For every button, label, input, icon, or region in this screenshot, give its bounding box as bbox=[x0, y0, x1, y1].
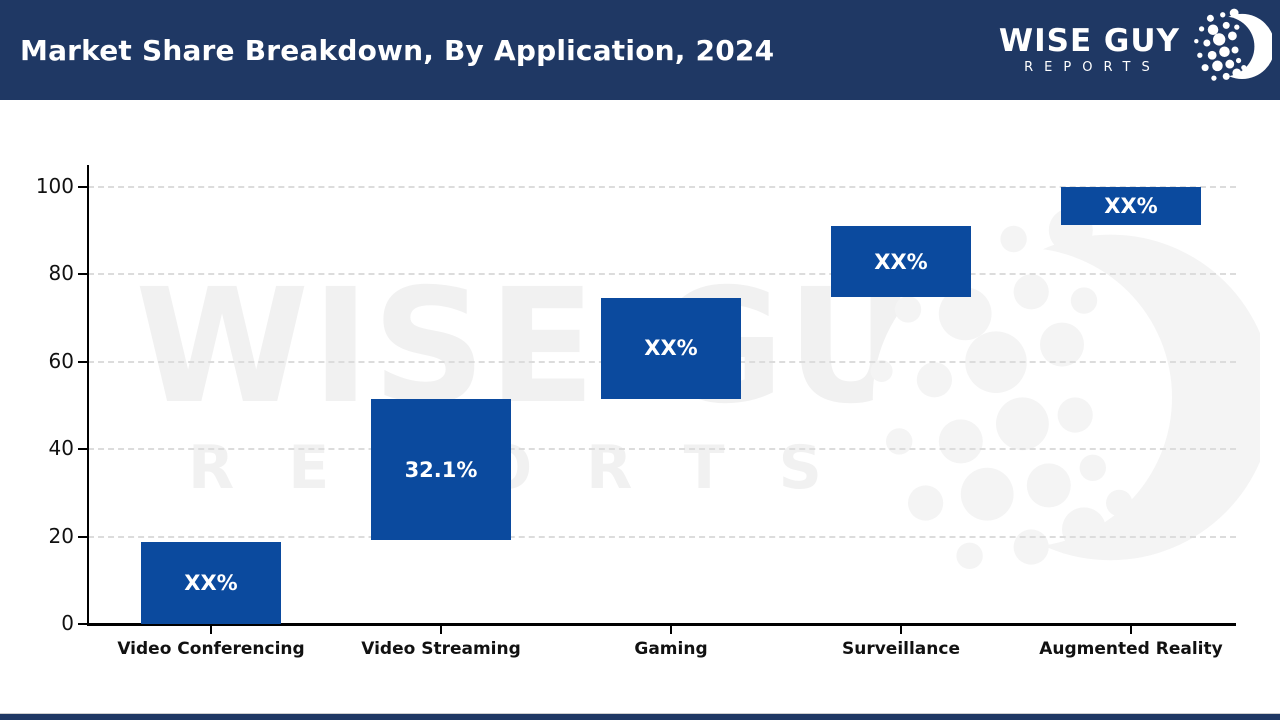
y-tick-label: 100 bbox=[35, 174, 74, 198]
x-tick-mark bbox=[900, 626, 902, 634]
y-tick-mark bbox=[78, 186, 88, 188]
y-tick-label: 40 bbox=[48, 436, 74, 461]
logo-text: WISE GUY REPORTS bbox=[998, 23, 1180, 75]
x-axis-line bbox=[87, 623, 1236, 626]
x-tick-mark bbox=[440, 626, 442, 634]
y-tick-mark bbox=[78, 273, 88, 276]
x-tick-mark bbox=[210, 626, 212, 634]
x-tick-mark bbox=[670, 626, 672, 634]
logo-head-icon bbox=[1194, 8, 1272, 81]
bar-value-label: XX% bbox=[184, 570, 238, 595]
footer-bar bbox=[0, 713, 1280, 720]
y-tick-label: 0 bbox=[61, 611, 74, 635]
bar-segment: XX% bbox=[141, 541, 281, 624]
y-tick-label: 20 bbox=[48, 523, 74, 548]
y-tick-mark bbox=[78, 535, 88, 538]
category-label: Surveillance bbox=[841, 639, 960, 659]
gridline bbox=[88, 186, 1236, 188]
bar-segment: 32.1% bbox=[371, 399, 511, 540]
bar-value-label: 32.1% bbox=[404, 457, 478, 482]
bar-value-label: XX% bbox=[644, 336, 698, 361]
logo-wordmark: WISE GUY bbox=[998, 23, 1180, 59]
watermark-head-icon bbox=[870, 208, 1260, 569]
header-bar: Market Share Breakdown, By Application, … bbox=[0, 0, 1280, 100]
bar-value-label: XX% bbox=[874, 249, 928, 274]
y-tick-mark bbox=[78, 623, 88, 625]
y-tick-mark bbox=[78, 360, 88, 363]
gridline bbox=[88, 448, 1236, 451]
bar-value-label: XX% bbox=[1104, 194, 1158, 218]
category-label: Video Streaming bbox=[361, 639, 521, 659]
y-axis-line bbox=[87, 165, 89, 626]
wise-guy-reports-logo: WISE GUY REPORTS bbox=[999, 6, 1280, 94]
category-label: Augmented Reality bbox=[1039, 639, 1223, 659]
y-tick-label: 60 bbox=[48, 348, 74, 373]
bar-segment: XX% bbox=[601, 297, 741, 399]
category-label: Video Conferencing bbox=[117, 639, 305, 659]
y-tick-mark bbox=[78, 448, 88, 451]
bar-segment: XX% bbox=[1061, 187, 1201, 226]
gridline bbox=[88, 535, 1236, 538]
gridline bbox=[88, 273, 1236, 276]
y-tick-label: 80 bbox=[48, 261, 74, 286]
page-title: Market Share Breakdown, By Application, … bbox=[20, 33, 775, 67]
x-tick-mark bbox=[1130, 626, 1132, 634]
logo-subtext: REPORTS bbox=[1024, 60, 1161, 75]
bar-segment: XX% bbox=[831, 226, 971, 298]
category-label: Gaming bbox=[634, 639, 708, 659]
chart-area: WISE GUY REPORTS 0 20 40 60 80 100 XX% Video Co… bbox=[0, 100, 1280, 714]
